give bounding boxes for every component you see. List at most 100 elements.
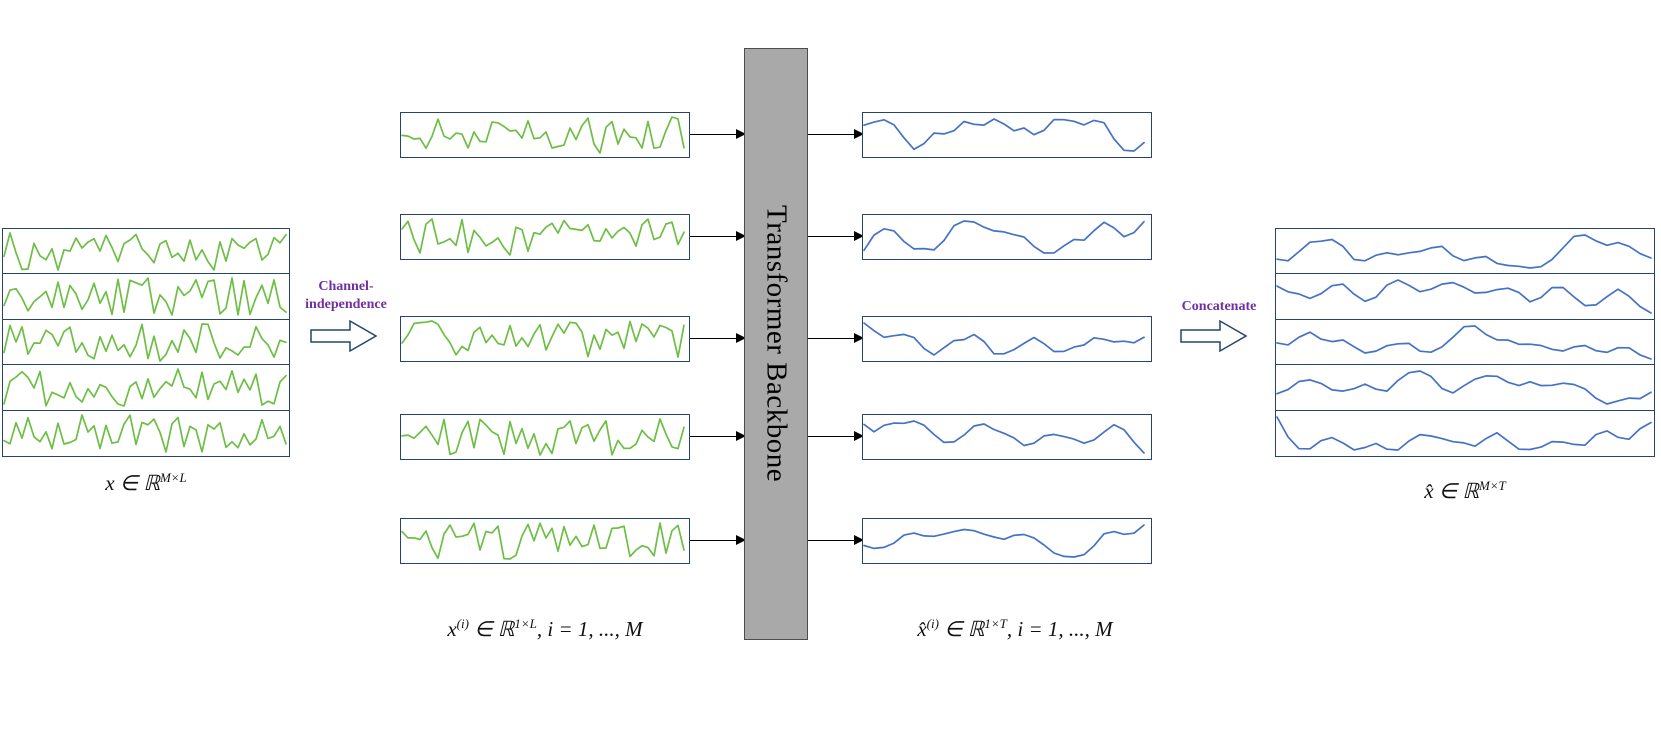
- waveform-svg: [1276, 370, 1652, 406]
- waveform-svg: [863, 524, 1145, 558]
- concatenate-note: Concatenate: [1164, 298, 1274, 316]
- channel-input-waveform: [401, 415, 689, 459]
- output-math-label: x̂ ∈ ℝM×T: [1275, 478, 1655, 504]
- waveform-svg: [3, 322, 287, 362]
- input-series-row: [2, 409, 290, 457]
- channels-in-math-label: x(i) ∈ ℝ1×L, i = 1, ..., M: [370, 616, 720, 642]
- concatenate-label: Concatenate: [1181, 299, 1257, 314]
- input-waveform: [3, 274, 289, 319]
- input-waveform: [3, 229, 289, 274]
- output-series-row: [1275, 364, 1655, 412]
- channel-independence-arrow: [310, 319, 378, 353]
- output-waveform: [1276, 274, 1654, 319]
- channel-independence-line1: Channel-: [318, 279, 374, 294]
- channels-out-text2: ∈ ℝ: [938, 617, 985, 641]
- waveform-svg: [1276, 324, 1652, 360]
- channels-in-sup1: (i): [456, 616, 469, 631]
- channel-output-waveform: [863, 215, 1151, 259]
- input-math-label: x ∈ ℝM×L: [2, 470, 290, 496]
- channel-input-box: [400, 112, 690, 158]
- output-series-row: [1275, 409, 1655, 457]
- input-label-sup: M×L: [159, 470, 187, 485]
- waveform-svg: [3, 413, 287, 453]
- flow-arrow-out: [808, 431, 864, 441]
- waveform-svg: [863, 118, 1145, 152]
- output-series-row: [1275, 228, 1655, 275]
- waveform-svg: [863, 220, 1145, 254]
- output-label-sup: M×T: [1478, 478, 1506, 493]
- flow-arrow-out: [808, 231, 864, 241]
- waveform-svg: [401, 320, 685, 358]
- waveform-svg: [401, 522, 685, 560]
- waveform-svg: [1276, 234, 1652, 269]
- channels-out-text: x̂: [917, 617, 927, 641]
- channel-input-waveform: [401, 519, 689, 563]
- input-series-row: [2, 318, 290, 366]
- output-waveform: [1276, 320, 1654, 365]
- channel-output-box: [862, 518, 1152, 564]
- channel-input-waveform: [401, 113, 689, 157]
- channel-input-box: [400, 414, 690, 460]
- channels-out-math-label: x̂(i) ∈ ℝ1×T, i = 1, ..., M: [850, 616, 1180, 642]
- input-waveform: [3, 320, 289, 365]
- channel-independence-line2: independence: [305, 297, 387, 313]
- channels-in-sup2: 1×L: [514, 616, 537, 631]
- flow-arrow-in: [690, 333, 746, 343]
- flow-arrow-in: [690, 535, 746, 545]
- output-waveform: [1276, 229, 1654, 274]
- waveform-svg: [863, 322, 1145, 356]
- channel-independence-note: Channel- independence: [292, 278, 400, 314]
- waveform-svg: [401, 116, 685, 154]
- waveform-svg: [1276, 279, 1652, 315]
- output-multivariate-stack: [1275, 228, 1655, 457]
- channels-in-text3: , i = 1, ..., M: [536, 617, 643, 641]
- channel-input-box: [400, 214, 690, 260]
- input-label-text: x ∈ ℝ: [105, 471, 160, 495]
- output-series-row: [1275, 273, 1655, 321]
- input-waveform: [3, 365, 289, 410]
- channels-in-text2: ∈ ℝ: [468, 617, 515, 641]
- input-waveform: [3, 411, 289, 456]
- channels-out-text3: , i = 1, ..., M: [1006, 617, 1113, 641]
- flow-arrow-in: [690, 231, 746, 241]
- channel-output-box: [862, 214, 1152, 260]
- transformer-backbone-label: Transformer Backbone: [760, 205, 793, 483]
- flow-arrow-in: [690, 129, 746, 139]
- channel-output-box: [862, 316, 1152, 362]
- channels-in-text: x: [447, 617, 457, 641]
- input-series-row: [2, 364, 290, 412]
- waveform-svg: [1276, 415, 1652, 451]
- channel-output-waveform: [863, 113, 1151, 157]
- channel-output-waveform: [863, 317, 1151, 361]
- output-waveform: [1276, 411, 1654, 456]
- flow-arrow-in: [690, 431, 746, 441]
- waveform-svg: [3, 277, 287, 317]
- concatenate-arrow: [1180, 319, 1248, 353]
- input-series-row: [2, 228, 290, 275]
- input-multivariate-stack: [2, 228, 290, 457]
- output-label-text: x̂ ∈ ℝ: [1424, 479, 1479, 503]
- channels-out-sup1: (i): [926, 616, 939, 631]
- channels-out-sup2: 1×T: [984, 616, 1007, 631]
- flow-arrow-out: [808, 333, 864, 343]
- channel-output-waveform: [863, 519, 1151, 563]
- channel-output-box: [862, 414, 1152, 460]
- waveform-svg: [401, 418, 685, 456]
- channel-output-waveform: [863, 415, 1151, 459]
- waveform-svg: [401, 218, 685, 256]
- output-series-row: [1275, 318, 1655, 366]
- waveform-svg: [3, 368, 287, 408]
- input-series-row: [2, 273, 290, 321]
- channel-output-box: [862, 112, 1152, 158]
- flow-arrow-out: [808, 129, 864, 139]
- channel-input-box: [400, 316, 690, 362]
- channel-input-waveform: [401, 317, 689, 361]
- waveform-svg: [3, 232, 287, 271]
- transformer-backbone-block: Transformer Backbone: [744, 48, 808, 640]
- flow-arrow-out: [808, 535, 864, 545]
- waveform-svg: [863, 420, 1145, 454]
- channel-input-waveform: [401, 215, 689, 259]
- output-waveform: [1276, 365, 1654, 410]
- channel-input-box: [400, 518, 690, 564]
